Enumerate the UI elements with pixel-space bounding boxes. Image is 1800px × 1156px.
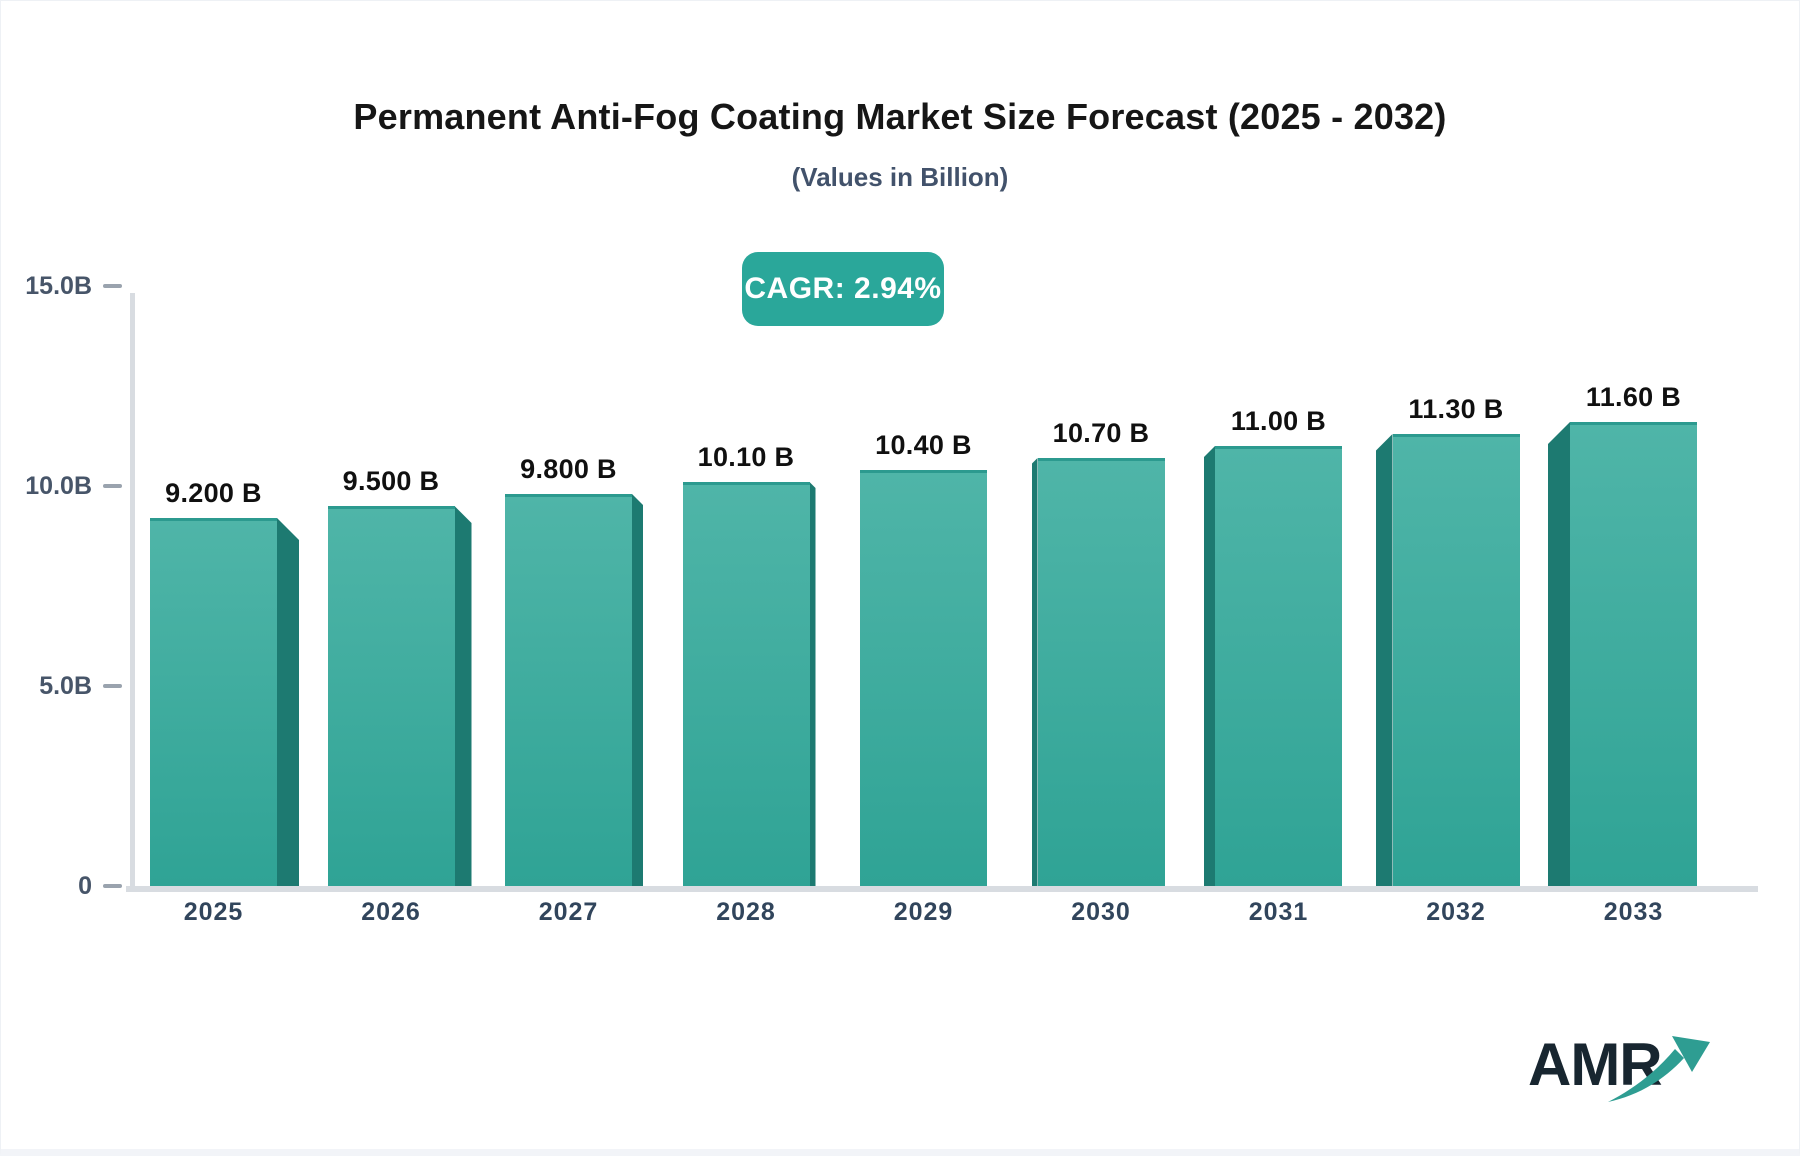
bar-3d-side	[632, 494, 643, 886]
bar-value-label: 11.00 B	[1230, 406, 1327, 436]
bar	[860, 470, 987, 886]
bar	[1037, 458, 1165, 886]
y-axis-tick-label: 5.0B	[39, 672, 92, 700]
bar-3d-side	[454, 506, 472, 886]
x-axis-label: 2027	[538, 898, 599, 926]
bar-value-label: 9.200 B	[165, 478, 262, 508]
y-axis-tick-mark	[103, 684, 122, 688]
y-axis-tick-label: 10.0B	[25, 472, 92, 500]
y-axis-line	[130, 293, 135, 890]
bar-value-label: 11.30 B	[1408, 394, 1504, 424]
bar-value-label: 10.10 B	[697, 442, 795, 472]
cagr-badge: CAGR: 2.94%	[742, 252, 944, 326]
x-axis-label: 2031	[1248, 898, 1309, 926]
x-axis-label: 2029	[893, 898, 954, 926]
bar-3d-side	[1204, 446, 1215, 886]
bar	[505, 494, 632, 886]
x-axis-label: 2033	[1603, 898, 1664, 926]
bar	[150, 518, 277, 886]
y-axis-tick-label: 0	[78, 872, 92, 900]
bar-3d-side	[1375, 434, 1393, 886]
bar-value-label: 10.70 B	[1052, 418, 1150, 448]
x-axis-label: 2032	[1426, 898, 1486, 926]
x-axis-label: 2025	[183, 898, 244, 926]
y-axis-tick-label: 15.0B	[25, 272, 92, 300]
x-axis-line	[126, 886, 1758, 892]
x-axis-label: 2030	[1071, 898, 1131, 926]
logo-arrow-icon	[1608, 1036, 1710, 1102]
bar-3d-side	[809, 482, 816, 886]
bar	[327, 506, 455, 886]
bar	[1570, 422, 1697, 886]
chart-subtitle: (Values in Billion)	[791, 162, 1009, 192]
bar-value-label: 11.60 B	[1585, 382, 1682, 412]
bar	[1215, 446, 1342, 886]
bar	[682, 482, 810, 886]
bar-3d-side	[1031, 458, 1038, 886]
bar-3d-side	[1548, 422, 1570, 886]
amr-logo: AMR	[1528, 1030, 1728, 1120]
bar-3d-side	[277, 518, 299, 886]
y-axis-tick-mark	[103, 284, 122, 288]
y-axis-tick-mark	[103, 884, 122, 888]
y-axis-tick-mark	[103, 484, 122, 488]
x-axis-label: 2028	[716, 898, 776, 926]
bar-value-label: 9.500 B	[342, 466, 440, 496]
chart-title: Permanent Anti-Fog Coating Market Size F…	[353, 96, 1447, 137]
bar	[1392, 434, 1520, 886]
x-axis-label: 2026	[361, 898, 421, 926]
bar-value-label: 10.40 B	[875, 430, 972, 460]
bar-value-label: 9.800 B	[520, 454, 617, 484]
